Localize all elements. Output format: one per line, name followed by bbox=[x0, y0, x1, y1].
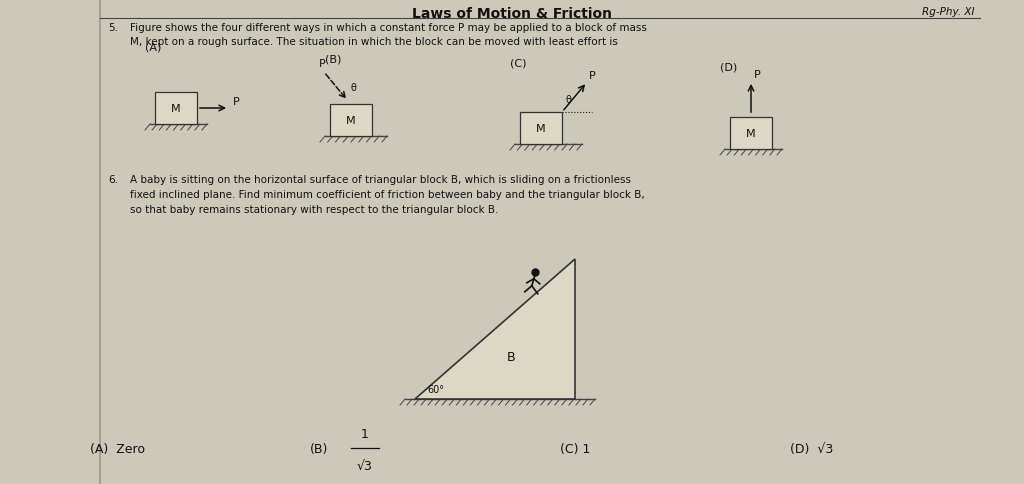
Text: P: P bbox=[754, 70, 761, 80]
Text: P: P bbox=[589, 71, 596, 81]
Text: M: M bbox=[537, 124, 546, 134]
Text: θ: θ bbox=[350, 83, 356, 93]
Text: (A)  Zero: (A) Zero bbox=[90, 442, 145, 455]
Text: so that baby remains stationary with respect to the triangular block B.: so that baby remains stationary with res… bbox=[130, 205, 499, 214]
Text: M: M bbox=[346, 116, 355, 126]
Bar bbox=[155, 93, 197, 125]
Text: 6.: 6. bbox=[108, 175, 118, 184]
Bar bbox=[520, 113, 562, 145]
Text: θ: θ bbox=[566, 95, 571, 105]
Polygon shape bbox=[415, 259, 575, 399]
Text: Rg-Phy. XI: Rg-Phy. XI bbox=[923, 7, 975, 17]
Text: (B): (B) bbox=[310, 442, 329, 455]
Text: (A): (A) bbox=[145, 43, 162, 53]
Text: 1: 1 bbox=[361, 427, 369, 440]
Text: P: P bbox=[233, 97, 240, 107]
Text: 60°: 60° bbox=[427, 384, 444, 394]
Bar bbox=[330, 105, 372, 136]
Text: M, kept on a rough surface. The situation in which the block can be moved with l: M, kept on a rough surface. The situatio… bbox=[130, 37, 617, 47]
Text: Figure shows the four different ways in which a constant force P may be applied : Figure shows the four different ways in … bbox=[130, 23, 647, 33]
Bar bbox=[730, 118, 772, 150]
Text: (C) 1: (C) 1 bbox=[560, 442, 591, 455]
Text: M: M bbox=[171, 104, 181, 114]
Text: Laws of Motion & Friction: Laws of Motion & Friction bbox=[412, 7, 612, 21]
Text: A baby is sitting on the horizontal surface of triangular block B, which is slid: A baby is sitting on the horizontal surf… bbox=[130, 175, 631, 184]
Text: (D): (D) bbox=[720, 63, 737, 73]
Text: √3: √3 bbox=[357, 459, 373, 472]
Text: (B): (B) bbox=[325, 55, 341, 65]
Text: M: M bbox=[746, 129, 756, 139]
Text: B: B bbox=[507, 351, 515, 364]
Text: (C): (C) bbox=[510, 58, 526, 68]
Text: P: P bbox=[318, 59, 326, 69]
Text: 5.: 5. bbox=[108, 23, 118, 33]
Text: fixed inclined plane. Find minimum coefficient of friction between baby and the : fixed inclined plane. Find minimum coeff… bbox=[130, 190, 645, 199]
Text: (D)  √3: (D) √3 bbox=[790, 442, 834, 455]
